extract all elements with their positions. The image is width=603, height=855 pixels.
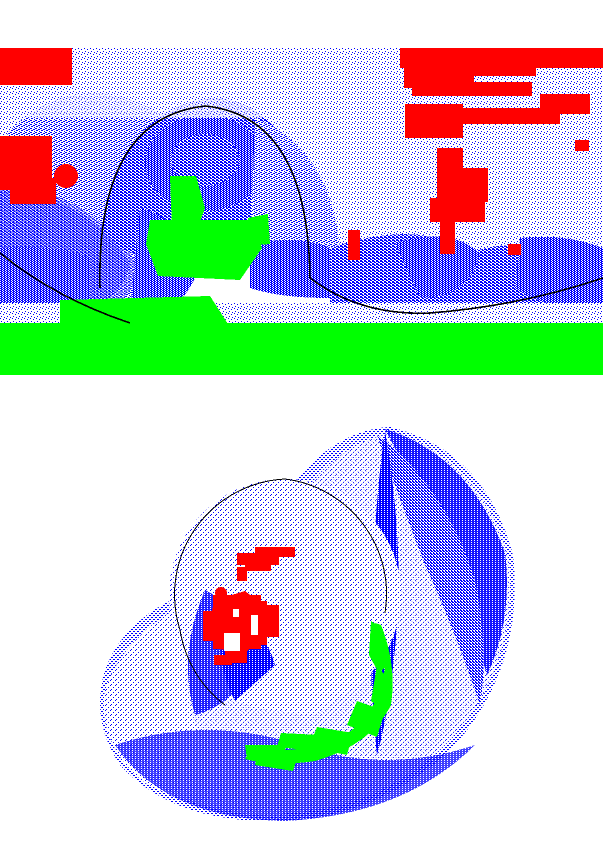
map-projection-canvas <box>0 48 603 375</box>
lower-dense-band <box>115 730 475 821</box>
silhouette-arc-right <box>284 478 388 614</box>
surface-negative-ridge <box>245 621 393 771</box>
boundary-curve-layer <box>0 105 603 324</box>
great-circle-right <box>309 277 603 315</box>
globe-surface-canvas <box>85 415 525 825</box>
positive-region-layer <box>0 48 603 260</box>
silhouette-circle-layer <box>174 478 388 706</box>
positive-patch-holes <box>224 609 258 651</box>
silhouette-arc-left <box>174 478 286 631</box>
great-circle-left <box>99 105 311 289</box>
surface-mesh-layer <box>100 427 515 822</box>
silhouette-arc-lower <box>179 629 226 706</box>
map-projection-panel <box>0 48 603 375</box>
globe-surface-panel <box>85 415 525 825</box>
negative-region-layer <box>0 176 603 375</box>
great-circle-tail <box>0 252 131 324</box>
